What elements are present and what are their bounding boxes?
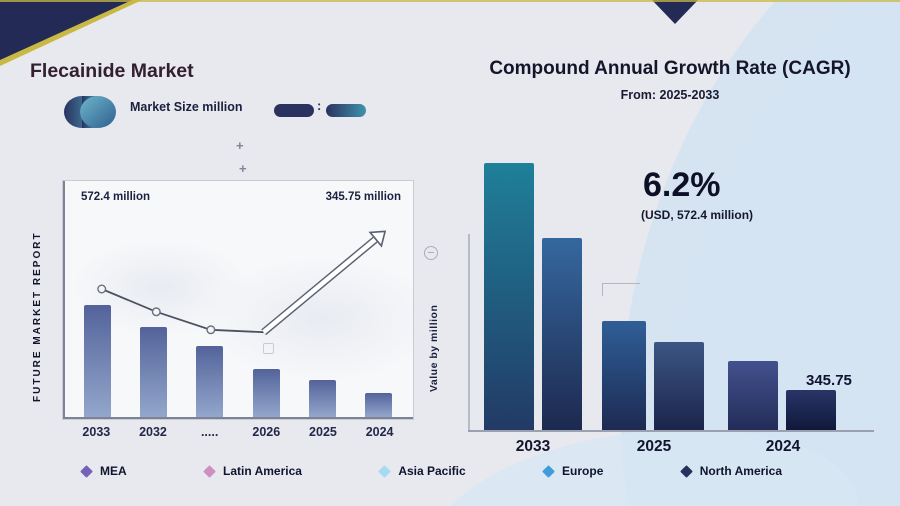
diamond-icon (679, 464, 693, 478)
top-accent-line (0, 0, 900, 2)
cagr-group-2033 (484, 163, 582, 430)
market-bar-2025 (308, 380, 336, 417)
pill-badge-gradient (326, 104, 366, 117)
pill-badge-dark (274, 104, 314, 117)
diamond-icon (542, 464, 555, 478)
cagr-x-label-2033: 2033 (515, 438, 551, 455)
cagr-bar-2024-2 (786, 390, 836, 430)
value-axis-label: Value by million (428, 304, 440, 392)
annotation-left: 572.4 million (81, 191, 151, 203)
legend-item-asia-pacific: Asia Pacific (378, 464, 466, 478)
cagr-bar-2024-1 (728, 361, 778, 430)
legend-item-mea: MEA (80, 464, 127, 478)
cagr-note: (USD, 572.4 million) (641, 208, 754, 222)
cagr-bar-2033-1 (484, 163, 534, 430)
legend-label: Europe (562, 464, 604, 478)
x-axis-line (468, 430, 874, 432)
y-axis-line (63, 181, 65, 419)
diamond-icon (378, 464, 392, 478)
cylinder-disc-icon (60, 93, 122, 136)
market-size-bars (69, 299, 407, 417)
legend-item-north-america: North America (679, 464, 782, 478)
market-x-label: ..... (200, 425, 219, 439)
cagr-bar-2033-2 (542, 238, 582, 430)
cagr-x-label-2024: 2024 (765, 438, 801, 455)
cagr-bar-2025-1 (602, 321, 646, 430)
market-bar-..... (196, 346, 224, 417)
top-notch-shape (652, 0, 698, 24)
market-bar-2026 (252, 369, 280, 417)
circle-minus-icon (424, 246, 438, 260)
end-value-label: 345.75 (806, 372, 852, 389)
legend-label: Latin America (223, 464, 302, 478)
region-legend: MEA Latin America Asia Pacific Europe North … (80, 464, 782, 478)
annotation-right: 345.75 million (325, 191, 401, 203)
legend-item-europe: Europe (542, 464, 604, 478)
legend-label: North America (699, 464, 782, 478)
side-label-vertical: FUTURE MARKET REPORT (32, 231, 43, 403)
market-x-label: 2024 (365, 425, 394, 439)
cagr-chart: 2033 2025 2024 (468, 150, 874, 455)
market-x-label: 2032 (139, 425, 167, 439)
cagr-title: Compound Annual Growth Rate (CAGR) (489, 58, 851, 79)
cagr-bar-2025-2 (654, 342, 704, 430)
market-size-chart: 572.4 million 345.75 million (62, 180, 414, 420)
market-bar-2032 (139, 327, 167, 417)
plus-mark: + (236, 138, 244, 153)
market-bar-2024 (365, 393, 393, 417)
y-axis-line (468, 234, 470, 432)
market-bar-2033 (83, 305, 111, 417)
market-x-label: 2033 (82, 425, 111, 439)
market-x-label: 2025 (309, 425, 337, 439)
cagr-x-label-2025: 2025 (636, 438, 672, 455)
diamond-icon (80, 464, 93, 478)
market-x-label: 2026 (252, 425, 281, 439)
cagr-group-2025 (602, 321, 704, 430)
legend-label: Asia Pacific (398, 464, 466, 478)
cagr-subtitle: From: 2025-2033 (620, 88, 720, 102)
pill-colon: : (317, 98, 322, 113)
x-axis-line (63, 417, 413, 419)
plus-mark: + (239, 161, 247, 176)
legend-item-latin-america: Latin America (203, 464, 302, 478)
corner-triangle-shape (0, 0, 132, 60)
step-line-decoration (602, 283, 640, 296)
page-title: Flecainide Market (30, 60, 194, 82)
market-size-x-labels: 2033 2032..... 2026 2025 2024 (62, 425, 414, 439)
legend-label: MEA (100, 464, 127, 478)
cagr-value: 6.2% (643, 166, 721, 204)
size-legend-label: Market Size million (130, 100, 243, 114)
diamond-icon (203, 464, 216, 478)
mini-square-icon (263, 343, 274, 354)
cagr-group-2024 (728, 361, 836, 430)
